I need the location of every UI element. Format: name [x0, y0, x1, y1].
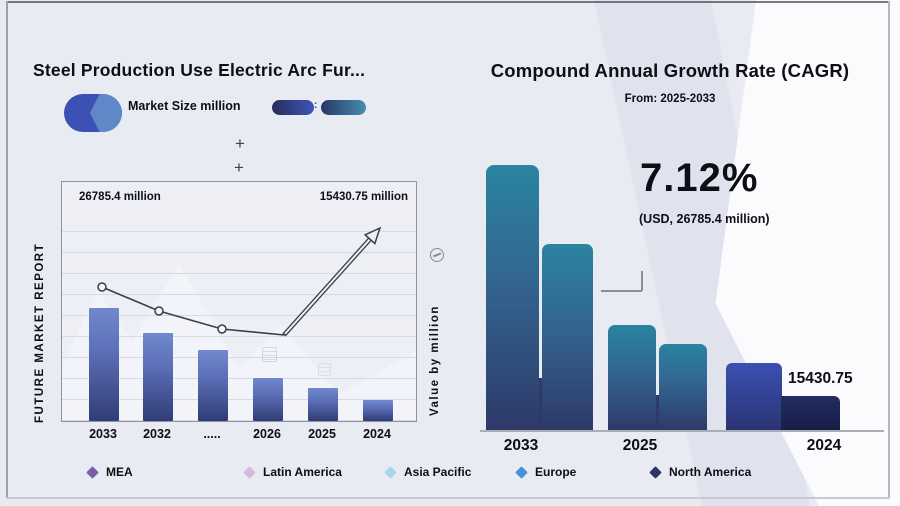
diamond-icon [515, 465, 528, 479]
cagr-bar-2033-b [542, 244, 593, 431]
legend-item-north-america: North America [649, 464, 752, 480]
bar-2025 [308, 388, 338, 421]
bar-2024 [363, 400, 393, 421]
bracket-decoration [601, 290, 642, 292]
legend-pill-separator: : [314, 100, 318, 111]
cagr-bar-2025-b [659, 344, 707, 431]
bar-2026 [253, 378, 283, 421]
frame-border-left [6, 1, 8, 498]
cagr-value: 7.12% [640, 156, 759, 200]
legend-item-asia-pacific: Asia Pacific [384, 464, 472, 480]
plus-decoration-icon: + [234, 158, 244, 177]
cylinder-facet [90, 94, 122, 132]
legend-label: North America [669, 465, 752, 479]
x-label: 2025 [308, 427, 336, 441]
legend-pill-blue [272, 100, 314, 115]
bar-2032 [143, 333, 173, 421]
bar-2033 [89, 308, 119, 421]
cagr-bar-2025-a [608, 325, 656, 431]
bar-dots [198, 350, 228, 421]
x-label: 2025 [622, 437, 658, 454]
legend-label: MEA [106, 465, 133, 479]
frame-border-right [888, 1, 890, 498]
diamond-icon [86, 465, 99, 479]
faint-document-icon [318, 363, 331, 376]
chart-annotation-2033-value: 26785.4 million [79, 191, 161, 203]
market-size-chart: 26785.4 million 15430.75 million [61, 181, 417, 422]
bar-gap-filler [539, 378, 542, 431]
faint-document-icon [262, 347, 277, 362]
frame-border-top [6, 1, 890, 3]
brand-watermark-vertical: FUTURE MARKET REPORT [34, 242, 46, 423]
cagr-bar-2024-a [726, 363, 782, 431]
legend-label: Latin America [263, 465, 342, 479]
x-label: 2024 [806, 437, 842, 454]
right-chart-subtitle: From: 2025-2033 [624, 93, 716, 105]
legend-item-mea: MEA [86, 464, 133, 480]
legend-label: Asia Pacific [404, 465, 472, 479]
bar-gap-filler [656, 395, 659, 431]
cagr-axis-baseline [480, 430, 884, 432]
legend-pill-teal [321, 100, 366, 115]
frame-border-bottom [6, 497, 890, 499]
circle-minus-icon [430, 248, 444, 262]
diamond-icon [243, 465, 256, 479]
bracket-decoration [641, 271, 643, 291]
base-value-label: 15430.75 [788, 370, 853, 387]
x-label: 2033 [503, 437, 539, 454]
value-axis-label: Value by million [429, 305, 441, 416]
x-label: ..... [203, 427, 221, 441]
right-chart-title: Compound Annual Growth Rate (CAGR) [490, 60, 850, 81]
diamond-icon [384, 465, 397, 479]
plus-decoration-icon: + [235, 134, 245, 153]
x-label: 2033 [89, 427, 117, 441]
diamond-icon [649, 465, 662, 479]
left-chart-title: Steel Production Use Electric Arc Fur... [33, 60, 366, 80]
legend-label: Europe [535, 465, 577, 479]
legend-item-europe: Europe [515, 464, 577, 480]
chart-annotation-2024-value: 15430.75 million [319, 191, 408, 203]
x-label: 2032 [143, 427, 171, 441]
chart-gridlines [62, 211, 416, 421]
cagr-bar-2024-b [781, 396, 840, 431]
cagr-bar-2033-a [486, 165, 539, 431]
x-label: 2024 [363, 427, 391, 441]
cagr-detail: (USD, 26785.4 million) [639, 212, 770, 226]
x-label: 2026 [253, 427, 281, 441]
legend-item-latin-america: Latin America [243, 464, 342, 480]
market-size-legend-label: Market Size million [128, 99, 241, 113]
trend-line-arrow [97, 226, 382, 337]
market-size-cylinder-icon [64, 94, 122, 132]
